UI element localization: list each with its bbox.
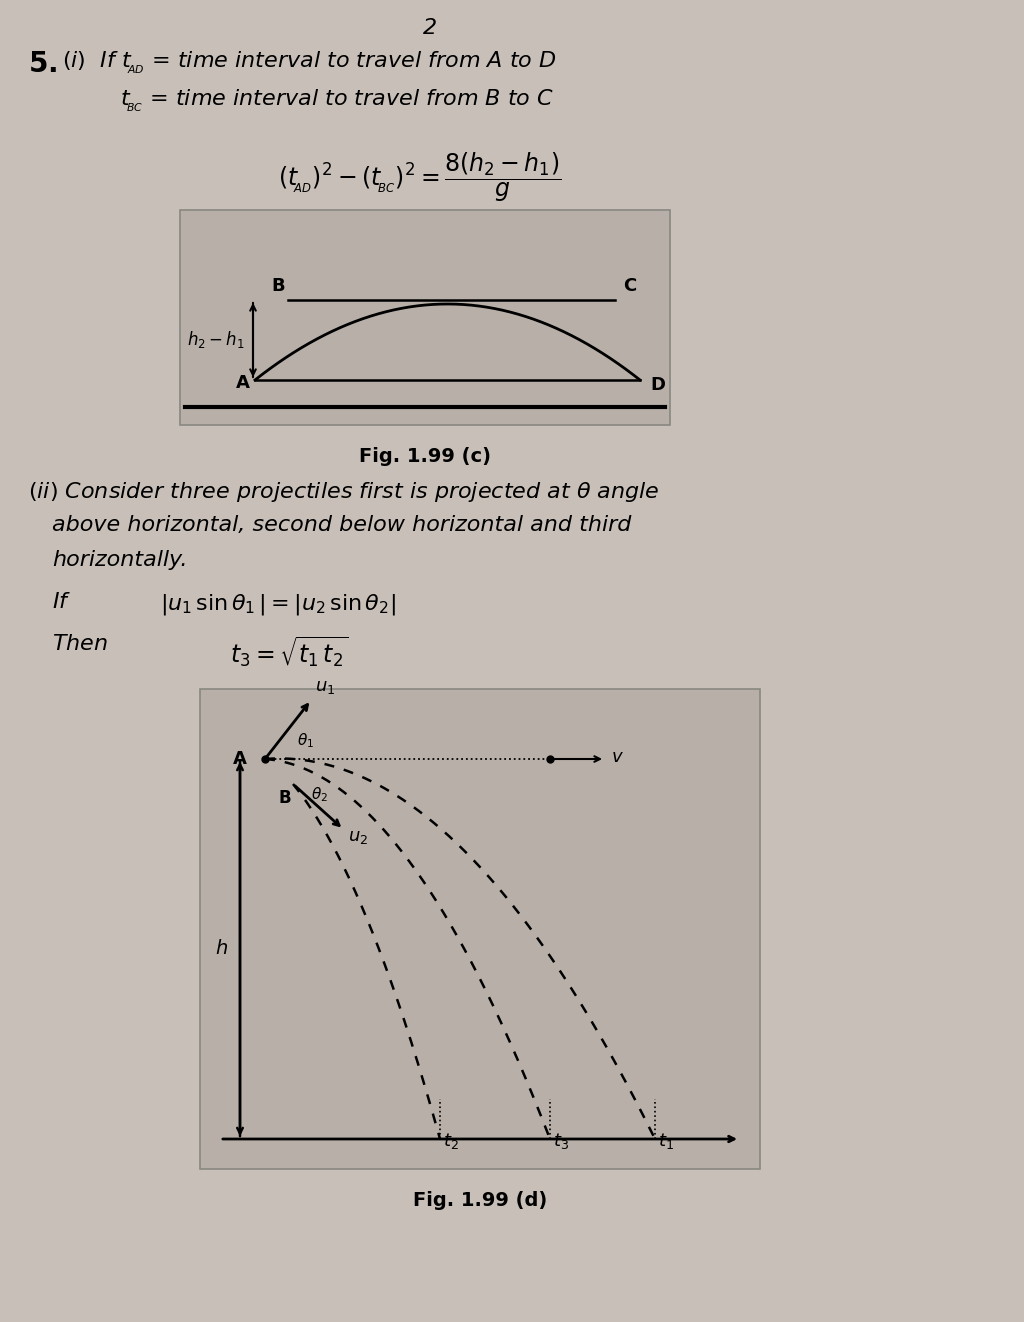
Text: $(ii)$ Consider three projectiles first is projected at $\theta$ angle: $(ii)$ Consider three projectiles first …: [28, 480, 659, 504]
Text: $\theta_2$: $\theta_2$: [311, 785, 328, 804]
Text: $If$: $If$: [52, 592, 72, 612]
Text: A: A: [237, 374, 250, 393]
Text: 2: 2: [423, 19, 437, 38]
Text: Fig. 1.99 (d): Fig. 1.99 (d): [413, 1191, 547, 1210]
Text: $t_{\!_{BC}}$ = time interval to travel from $B$ to $C$: $t_{\!_{BC}}$ = time interval to travel …: [120, 89, 554, 114]
Text: $h$: $h$: [215, 940, 228, 958]
Text: $(i)$  If $t_{\!_{AD}}$ = time interval to travel from $A$ to $D$: $(i)$ If $t_{\!_{AD}}$ = time interval t…: [62, 50, 556, 77]
Text: above horizontal, second below horizontal and third: above horizontal, second below horizonta…: [52, 516, 632, 535]
Text: horizontally.: horizontally.: [52, 550, 187, 570]
Text: Fig. 1.99 (c): Fig. 1.99 (c): [359, 447, 490, 465]
Text: $t_3$: $t_3$: [553, 1132, 569, 1151]
Text: $t_2$: $t_2$: [443, 1132, 459, 1151]
Text: $t_3=\sqrt{t_1\,t_2}$: $t_3=\sqrt{t_1\,t_2}$: [230, 635, 348, 669]
Text: A: A: [233, 750, 247, 768]
Text: $(t_{\!_{AD}})^2-(t_{\!_{BC}})^2=\dfrac{8(h_2-h_1)}{g}$: $(t_{\!_{AD}})^2-(t_{\!_{BC}})^2=\dfrac{…: [279, 149, 562, 204]
Bar: [200, 689, 760, 1169]
Text: B: B: [279, 789, 291, 806]
Bar: [180, 210, 670, 424]
Text: $h_2-h_1$: $h_2-h_1$: [187, 329, 245, 350]
Text: $u_1$: $u_1$: [315, 678, 336, 695]
Text: $t_1$: $t_1$: [658, 1132, 674, 1151]
Text: $\theta_1$: $\theta_1$: [297, 731, 314, 750]
Text: $u_2$: $u_2$: [347, 828, 368, 846]
Text: D: D: [650, 375, 665, 394]
Text: $|u_1\,\sin\theta_1\,|=|u_2\,\sin\theta_2|$: $|u_1\,\sin\theta_1\,|=|u_2\,\sin\theta_…: [160, 592, 396, 617]
Text: $\mathbf{5.}$: $\mathbf{5.}$: [28, 50, 57, 78]
Text: B: B: [271, 278, 285, 295]
Text: $v$: $v$: [611, 748, 624, 765]
Text: $Then$: $Then$: [52, 635, 108, 654]
Text: C: C: [623, 278, 636, 295]
